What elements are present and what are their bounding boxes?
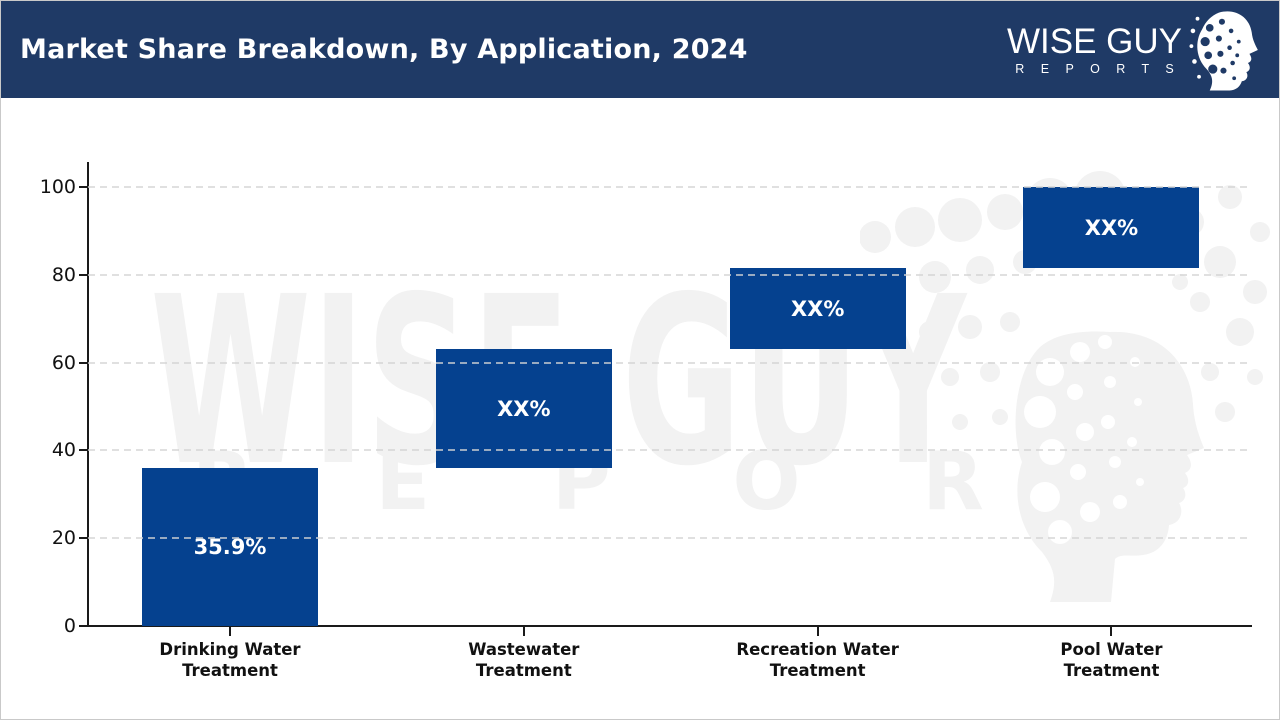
gridline-y100 <box>88 186 1252 188</box>
y-axis-line <box>87 162 89 627</box>
brand-name: WISE GUY <box>1006 21 1182 61</box>
y-tickmark-80 <box>79 273 88 276</box>
x-category-label: Wastewater Treatment <box>468 640 580 680</box>
x-tickmark-1 <box>522 627 525 636</box>
y-tick-label-40: 40 <box>51 439 76 462</box>
x-tickmark-3 <box>1110 627 1113 636</box>
y-tickmark-60 <box>79 361 88 364</box>
y-tick-label-20: 20 <box>51 527 76 550</box>
x-category-label: Recreation Water Treatment <box>736 640 899 680</box>
chart-title: Market Share Breakdown, By Application, … <box>20 34 748 65</box>
bar-segment <box>729 268 906 349</box>
y-tick-label-60: 60 <box>51 351 76 374</box>
y-tick-label-0: 0 <box>63 615 76 637</box>
brand-logo: WISE GUY R E P O R T S <box>1007 6 1264 94</box>
x-tickmark-2 <box>816 627 819 636</box>
brand-logo-text: WISE GUY R E P O R T S <box>1006 21 1182 77</box>
gridline-y80 <box>88 273 1252 276</box>
y-tickmark-0 <box>79 625 88 627</box>
x-category-label: Drinking Water Treatment <box>159 640 301 680</box>
x-axis-line <box>87 625 1252 627</box>
bar-value-label: XX% <box>790 296 845 321</box>
y-tick-label-100: 100 <box>39 176 76 198</box>
bar-value-label: 35.9% <box>193 535 267 560</box>
bar-value-label: XX% <box>1084 215 1139 240</box>
gridline-y40 <box>88 449 1252 452</box>
header-bar: Market Share Breakdown, By Application, … <box>0 0 1280 98</box>
wiseguy-head-icon <box>1189 11 1258 91</box>
y-tick-label-80: 80 <box>51 263 76 286</box>
x-category-label: Pool Water Treatment <box>1060 640 1163 680</box>
bar-segment <box>435 348 612 469</box>
y-tickmark-100 <box>79 186 88 188</box>
gridline-y20 <box>88 537 1252 540</box>
x-tickmark-0 <box>229 627 231 636</box>
bar-segment <box>142 468 318 626</box>
gridline-y60 <box>88 361 1252 364</box>
y-tickmark-20 <box>79 537 88 540</box>
bar-value-label: XX% <box>497 396 551 421</box>
y-tickmark-40 <box>79 449 88 452</box>
brand-subname: R E P O R T S <box>1015 62 1181 77</box>
